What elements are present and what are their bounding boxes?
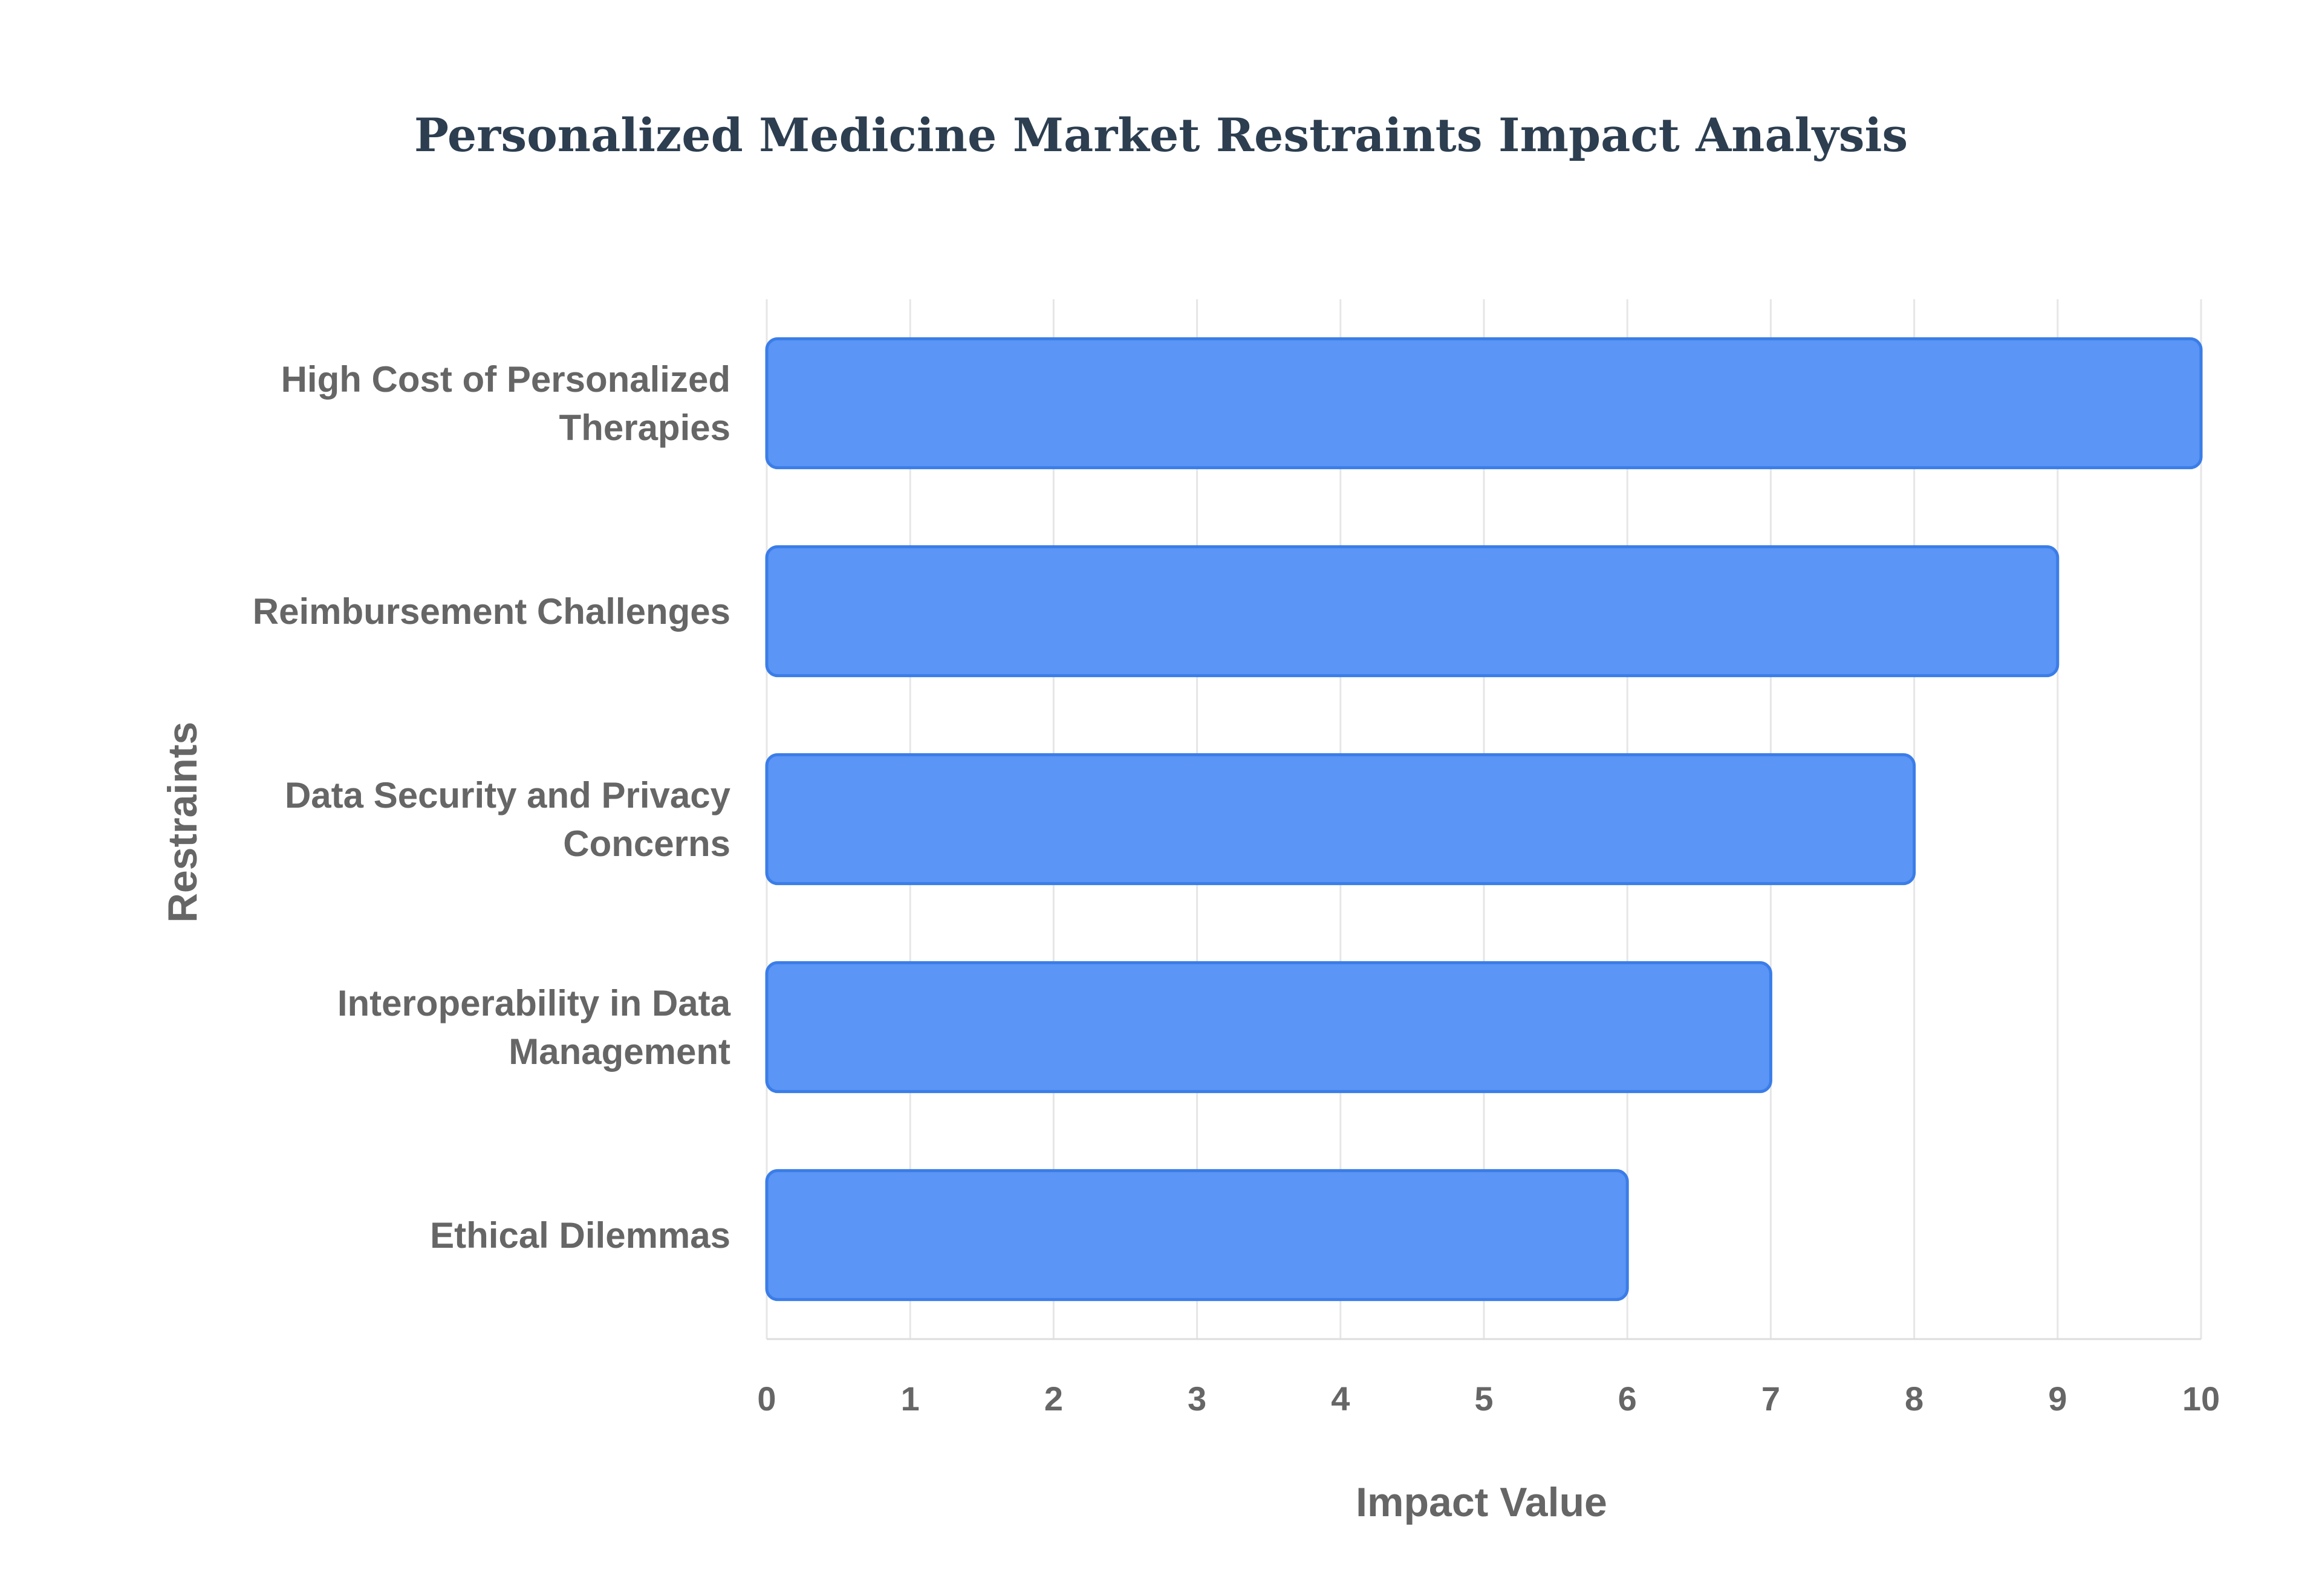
x-tick-label: 5 <box>1474 1380 1493 1418</box>
bars <box>765 337 2203 1302</box>
x-tick-label: 1 <box>901 1380 920 1418</box>
category-label: Interoperability in Data Management <box>337 983 731 1072</box>
x-tick-label: 4 <box>1331 1380 1350 1418</box>
bar <box>765 961 1772 1094</box>
bar <box>765 545 2060 678</box>
x-tick-label: 0 <box>757 1380 776 1418</box>
x-tick-label: 3 <box>1188 1380 1206 1418</box>
category-label: Ethical Dilemmas <box>430 1215 730 1256</box>
y-axis-title: Restraints <box>160 722 206 923</box>
category-label: High Cost of Personalized Therapies <box>281 359 730 448</box>
x-tick-labels: 0 1 2 3 4 5 6 7 8 9 10 <box>757 1380 2220 1418</box>
x-tick-label: 7 <box>1761 1380 1780 1418</box>
x-tick-label: 9 <box>2048 1380 2067 1418</box>
chart-title: Personalized Medicine Market Restraints … <box>414 108 1908 162</box>
x-tick-label: 8 <box>1905 1380 1924 1418</box>
category-labels: High Cost of Personalized Therapies Reimbu… <box>253 359 731 1256</box>
x-tick-label: 10 <box>2182 1380 2220 1418</box>
bar <box>765 337 2203 470</box>
x-tick-label: 6 <box>1618 1380 1637 1418</box>
category-label: Data Security and Privacy Concerns <box>285 775 731 864</box>
bar <box>765 753 1916 886</box>
category-label: Reimbursement Challenges <box>253 591 730 632</box>
x-axis-title: Impact Value <box>1356 1479 1607 1525</box>
bar <box>765 1169 1629 1302</box>
x-tick-label: 2 <box>1044 1380 1063 1418</box>
